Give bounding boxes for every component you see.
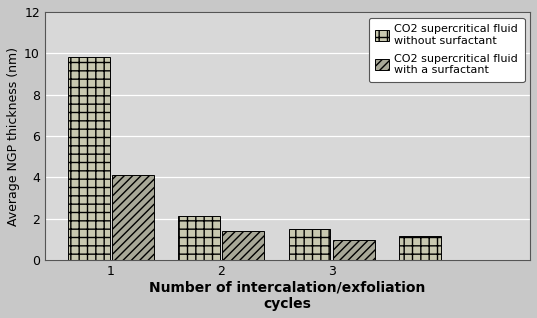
Bar [399, 236, 441, 260]
Bar [222, 231, 264, 260]
Y-axis label: Average NGP thickness (nm): Average NGP thickness (nm) [7, 46, 20, 225]
Legend: CO2 supercritical fluid
without surfactant, CO2 supercritical fluid
with a surfa: CO2 supercritical fluid without surfacta… [368, 17, 525, 82]
Bar [288, 229, 330, 260]
Bar [112, 176, 154, 260]
Bar [68, 58, 110, 260]
Bar [178, 216, 220, 260]
Bar [332, 239, 375, 260]
X-axis label: Number of intercalation/exfoliation
cycles: Number of intercalation/exfoliation cycl… [149, 281, 426, 311]
